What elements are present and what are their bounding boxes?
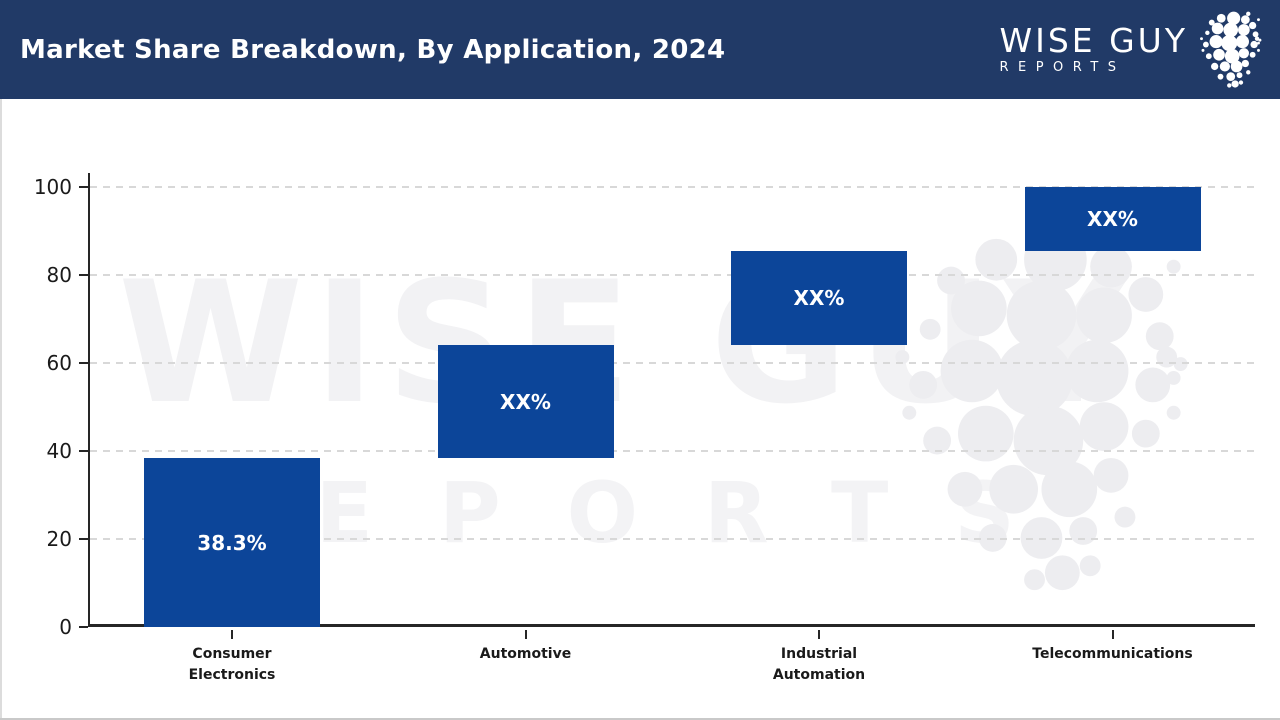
gridline — [90, 538, 1255, 540]
gridline — [90, 274, 1255, 276]
y-axis-tick — [79, 362, 88, 364]
x-axis-category-label-line: Telecommunications — [1032, 646, 1193, 662]
bar-value-label: 38.3% — [197, 530, 267, 555]
bar-segment-3: XX% — [731, 250, 907, 346]
watermark-subtext: REPORTS — [185, 464, 1081, 562]
page-title: Market Share Breakdown, By Application, … — [20, 34, 726, 65]
x-axis-tick — [524, 630, 527, 639]
brand-logo-text: WISE GUY REPORTS — [999, 24, 1188, 75]
x-axis-category-label-line: Consumer — [192, 646, 272, 662]
gridline — [90, 186, 1255, 188]
left-edge-divider — [0, 99, 2, 720]
y-axis-tick-label: 20 — [46, 527, 72, 551]
bar-segment-2: XX% — [437, 345, 614, 459]
x-axis-category-label-line: Industrial — [780, 646, 858, 662]
y-axis-tick — [79, 274, 88, 276]
y-axis-tick — [79, 626, 88, 628]
bottom-edge-divider — [0, 718, 1280, 720]
x-axis-category-label-line: Electronics — [188, 667, 276, 683]
bar-value-label: XX% — [793, 286, 845, 311]
logo-wordmark: WISE GUY — [999, 21, 1188, 60]
y-axis-tick-label: 0 — [59, 615, 72, 639]
x-axis-category-label-line: Automotive — [479, 646, 572, 662]
x-axis-category-label: Telecommunications — [1032, 644, 1192, 665]
gridline — [90, 450, 1255, 452]
logo-head-icon — [1200, 11, 1262, 88]
bar-segment-4: XX% — [1024, 187, 1201, 251]
bar-value-label: XX% — [500, 389, 551, 414]
x-axis-category-label: Industrial Automation — [773, 644, 865, 686]
y-axis-tick-label: 80 — [46, 263, 72, 287]
y-axis-tick-label: 60 — [46, 351, 72, 375]
logo-subtext: REPORTS — [999, 60, 1126, 75]
chart-area: WISE GUY REPORTS 0 20 40 60 80 100 38.3% Consum… — [0, 99, 1280, 720]
bar-value-label: XX% — [1087, 206, 1138, 231]
plot: 0 20 40 60 80 100 38.3% Consumer Electronics XX% A… — [34, 173, 1255, 683]
gridline — [90, 362, 1255, 364]
x-axis-category-label-line: Automation — [772, 667, 866, 683]
header: Market Share Breakdown, By Application, … — [0, 0, 1280, 99]
x-axis-tick — [1111, 630, 1114, 639]
y-axis-tick — [79, 538, 88, 540]
x-axis-tick — [231, 630, 233, 639]
x-axis-tick — [818, 630, 820, 639]
x-axis-category-label: Consumer Electronics — [189, 644, 276, 686]
y-axis-tick-label: 40 — [46, 439, 72, 463]
bar-segment-1: 38.3% — [144, 458, 320, 627]
y-axis-tick — [79, 450, 88, 452]
brand-logo: WISE GUY REPORTS — [999, 8, 1266, 92]
y-axis-tick — [79, 186, 88, 188]
y-axis-tick-label: 100 — [33, 174, 72, 199]
x-axis-category-label: Automotive — [480, 644, 571, 665]
